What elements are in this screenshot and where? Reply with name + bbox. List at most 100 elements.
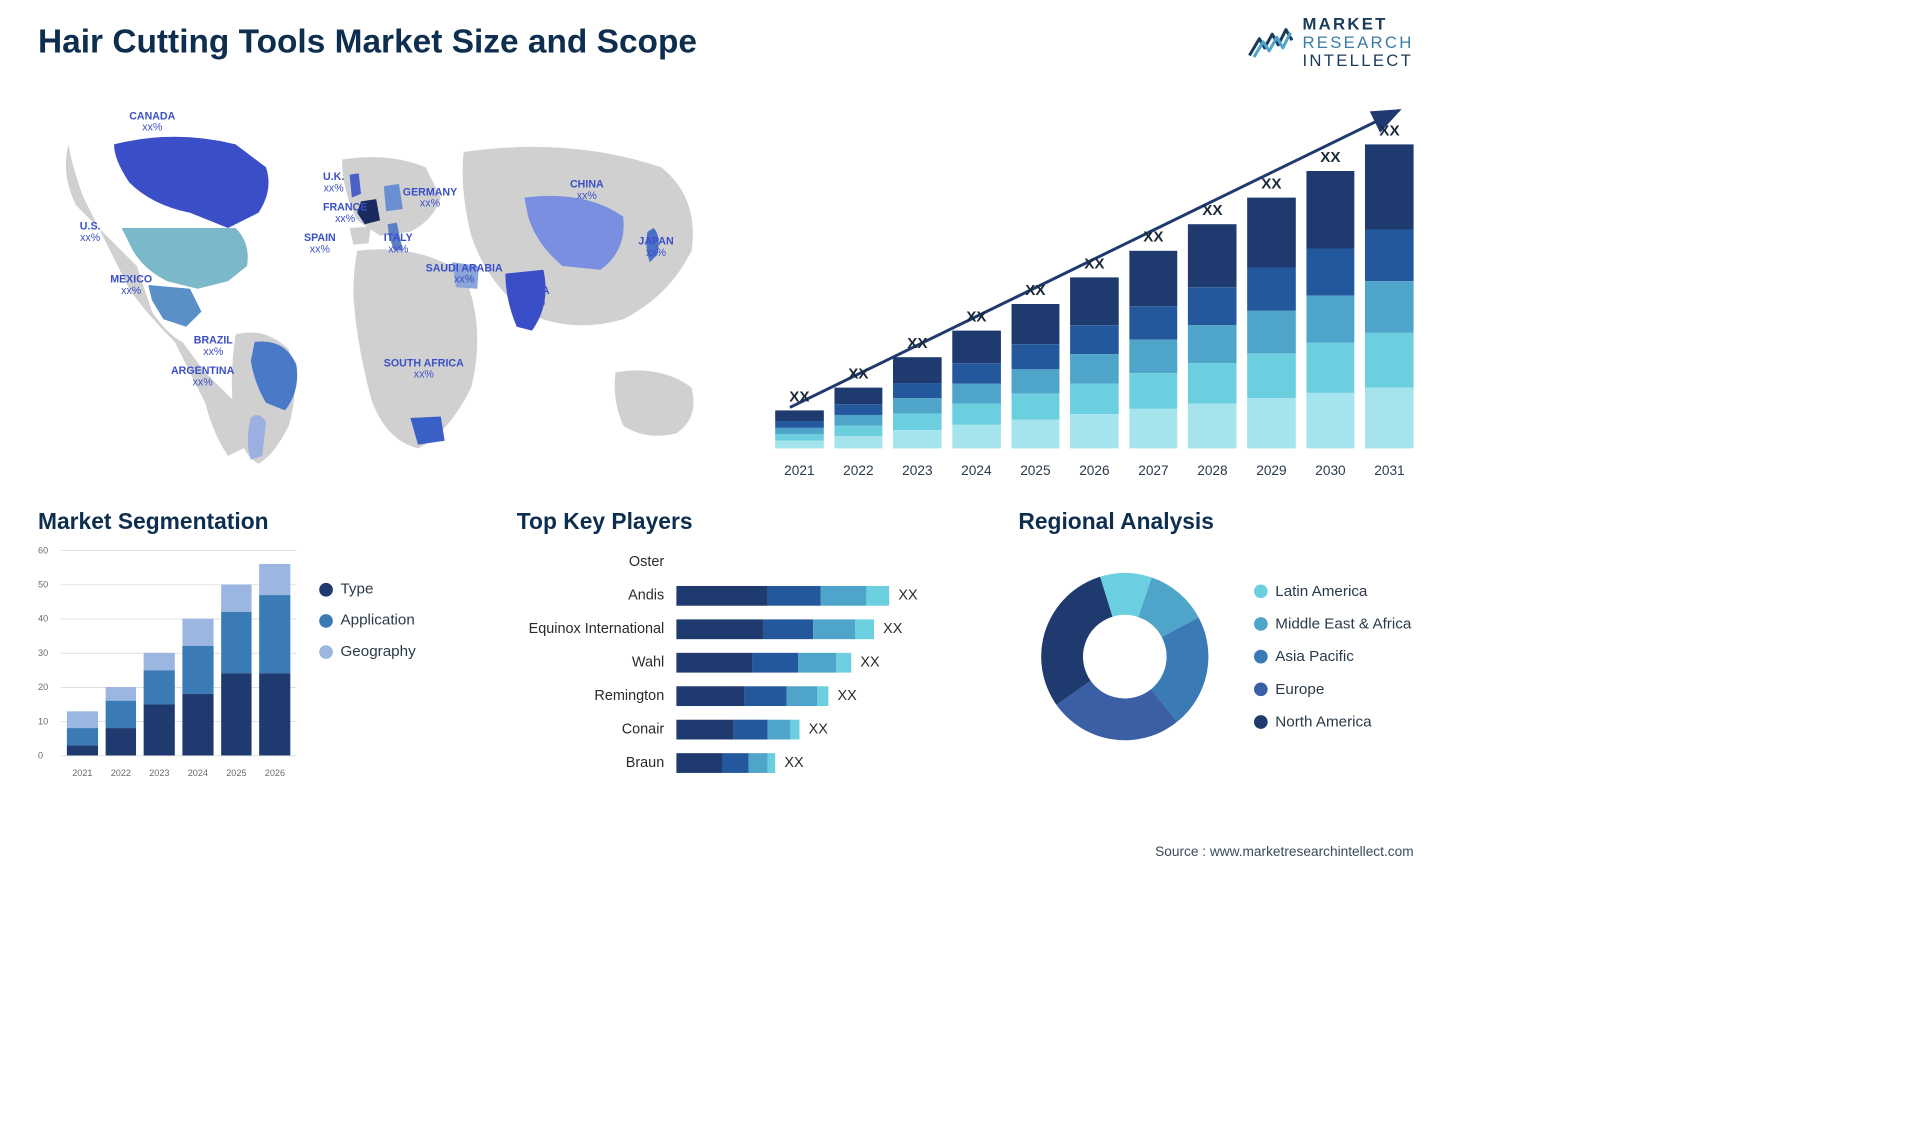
donut-slice xyxy=(1041,577,1112,705)
growth-bar-value: XX xyxy=(848,366,868,383)
growth-year-label: 2023 xyxy=(893,463,941,479)
legend-label: Application xyxy=(340,612,414,629)
seg-year-label: 2026 xyxy=(259,768,290,779)
player-value: XX xyxy=(838,688,857,705)
player-bar xyxy=(676,619,874,639)
logo-text-3: INTELLECT xyxy=(1302,52,1413,70)
legend-item: Latin America xyxy=(1254,583,1411,600)
growth-bar-value: XX xyxy=(907,335,927,352)
growth-year-label: 2026 xyxy=(1070,463,1118,479)
player-row: Equinox InternationalXX xyxy=(517,617,996,641)
segmentation-chart: 0102030405060202120222023202420252026 xyxy=(38,550,296,778)
player-name: Remington xyxy=(517,688,677,705)
growth-bar-2023: XX xyxy=(893,335,941,448)
legend-item: Asia Pacific xyxy=(1254,648,1411,665)
player-name: Conair xyxy=(517,721,677,738)
legend-swatch xyxy=(1254,715,1268,729)
y-axis-label: 60 xyxy=(38,545,48,556)
growth-bar-2024: XX xyxy=(952,309,1000,449)
growth-year-label: 2031 xyxy=(1365,463,1413,479)
legend-swatch xyxy=(1254,584,1268,598)
map-label-saudi-arabia: SAUDI ARABIAxx% xyxy=(426,262,503,285)
map-label-china: CHINAxx% xyxy=(570,179,604,202)
page-title: Hair Cutting Tools Market Size and Scope xyxy=(38,23,1421,61)
logo-text-1: MARKET xyxy=(1302,15,1413,33)
regional-section: Regional Analysis Latin AmericaMiddle Ea… xyxy=(1018,509,1421,784)
player-row: Remington XX xyxy=(517,684,996,708)
growth-year-label: 2025 xyxy=(1011,463,1059,479)
player-row: Conair XX xyxy=(517,717,996,741)
map-label-mexico: MEXICOxx% xyxy=(110,274,152,297)
growth-year-label: 2021 xyxy=(775,463,823,479)
legend-swatch xyxy=(1254,682,1268,696)
growth-bar-2026: XX xyxy=(1070,255,1118,448)
player-name: Braun xyxy=(517,755,677,772)
player-name: Andis xyxy=(517,587,677,604)
growth-bar-value: XX xyxy=(1202,202,1222,219)
growth-year-label: 2029 xyxy=(1247,463,1295,479)
map-label-south-africa: SOUTH AFRICAxx% xyxy=(384,357,464,380)
map-label-spain: SPAINxx% xyxy=(304,232,336,255)
seg-year-label: 2023 xyxy=(144,768,175,779)
seg-bar-2025 xyxy=(221,584,252,755)
key-players-section: Top Key Players OsterAndisXXEquinox Inte… xyxy=(517,509,996,784)
seg-year-label: 2024 xyxy=(182,768,213,779)
legend-swatch xyxy=(319,583,333,597)
legend-item: Geography xyxy=(319,643,415,660)
logo-text-2: RESEARCH xyxy=(1302,34,1413,52)
map-label-india: INDIAxx% xyxy=(521,285,550,308)
map-label-u.k.: U.K.xx% xyxy=(323,171,344,194)
player-bar xyxy=(676,586,889,606)
growth-bar-2030: XX xyxy=(1306,149,1354,448)
growth-year-label: 2027 xyxy=(1129,463,1177,479)
player-value: XX xyxy=(809,721,828,738)
segmentation-title: Market Segmentation xyxy=(38,509,494,535)
seg-bar-2026 xyxy=(259,564,290,756)
brand-logo: MARKET RESEARCH INTELLECT xyxy=(1248,15,1414,70)
map-label-italy: ITALYxx% xyxy=(384,232,413,255)
segmentation-legend: Type Application Geography xyxy=(319,581,415,779)
grid-line xyxy=(61,755,297,756)
regional-donut xyxy=(1018,550,1231,763)
growth-chart-section: XXXXXXXXXXXXXXXXXXXXXX 20212022202320242… xyxy=(768,84,1422,479)
legend-item: Application xyxy=(319,612,415,629)
legend-label: Geography xyxy=(340,643,415,660)
player-row: AndisXX xyxy=(517,584,996,608)
regional-title: Regional Analysis xyxy=(1018,509,1421,535)
key-players-title: Top Key Players xyxy=(517,509,996,535)
y-axis-label: 20 xyxy=(38,682,48,693)
map-label-argentina: ARGENTINAxx% xyxy=(171,365,234,388)
player-row: Oster xyxy=(517,550,996,574)
legend-item: Type xyxy=(319,581,415,598)
legend-item: Europe xyxy=(1254,681,1411,698)
growth-bar-2025: XX xyxy=(1011,282,1059,448)
seg-bar-2022 xyxy=(105,687,136,755)
y-axis-label: 30 xyxy=(38,648,48,659)
player-bar xyxy=(676,753,775,773)
legend-label: Type xyxy=(340,581,373,598)
player-name: Oster xyxy=(517,554,677,571)
player-bar xyxy=(676,686,828,706)
player-bar xyxy=(676,720,799,740)
map-label-france: FRANCExx% xyxy=(323,201,367,224)
player-bar xyxy=(676,653,851,673)
logo-icon xyxy=(1248,24,1294,62)
player-value: XX xyxy=(784,755,803,772)
regional-legend: Latin AmericaMiddle East & AfricaAsia Pa… xyxy=(1254,583,1411,731)
y-axis-label: 0 xyxy=(38,750,43,761)
growth-bar-value: XX xyxy=(1320,149,1340,166)
y-axis-label: 10 xyxy=(38,716,48,727)
growth-bar-value: XX xyxy=(1143,229,1163,246)
growth-year-label: 2030 xyxy=(1306,463,1354,479)
legend-label: Asia Pacific xyxy=(1275,648,1354,665)
map-label-canada: CANADAxx% xyxy=(129,110,175,133)
growth-bar-2022: XX xyxy=(834,366,882,449)
legend-item: North America xyxy=(1254,713,1411,730)
legend-label: Latin America xyxy=(1275,583,1367,600)
player-value: XX xyxy=(860,654,879,671)
legend-swatch xyxy=(319,614,333,628)
growth-bar-value: XX xyxy=(1025,282,1045,299)
legend-label: Europe xyxy=(1275,681,1324,698)
growth-year-label: 2022 xyxy=(834,463,882,479)
map-label-brazil: BRAZILxx% xyxy=(194,334,233,357)
